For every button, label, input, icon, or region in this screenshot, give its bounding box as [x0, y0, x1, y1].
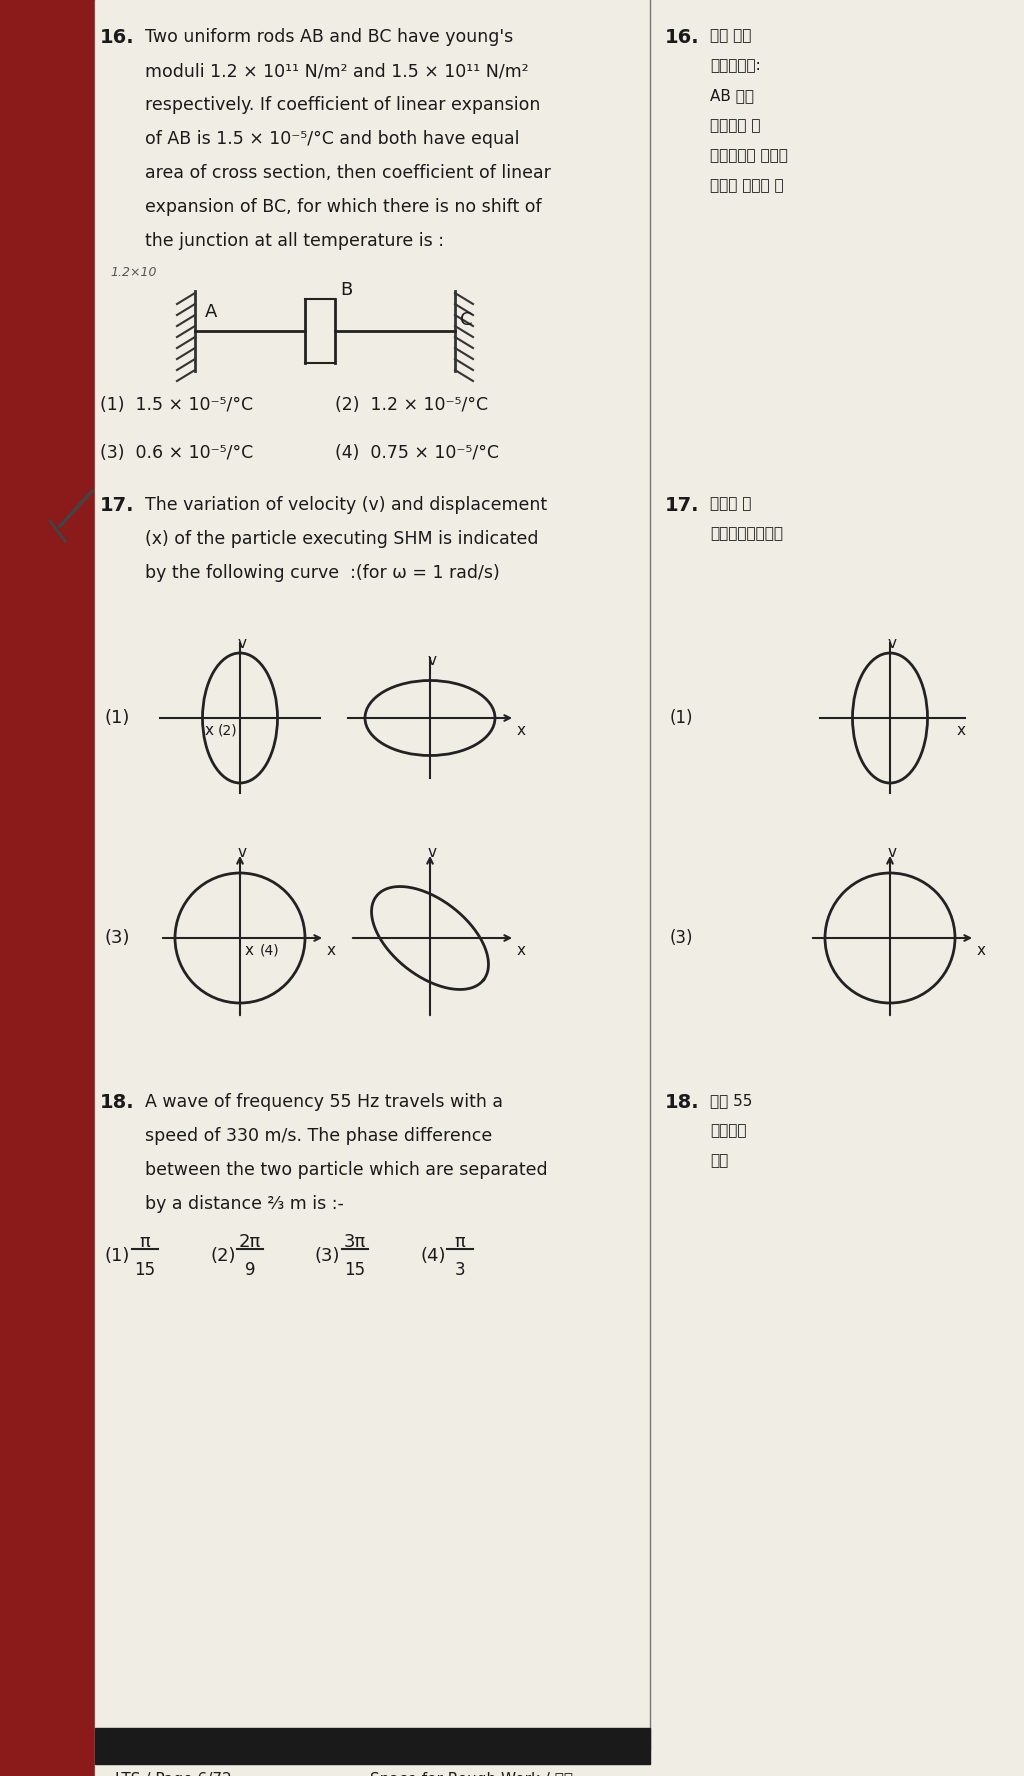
Text: (2)  1.2 × 10⁻⁵/°C: (2) 1.2 × 10⁻⁵/°C	[335, 396, 488, 414]
Text: MAJOR LEADER & ACHIEVER TEST SERIES / JOINT PACKAGE COURSE: MAJOR LEADER & ACHIEVER TEST SERIES / JO…	[115, 1735, 616, 1749]
Text: AB का: AB का	[710, 89, 754, 103]
Text: क्रमश:: क्रमश:	[710, 59, 761, 73]
Text: A: A	[205, 304, 217, 321]
Text: (3)  0.6 × 10⁻⁵/°C: (3) 0.6 × 10⁻⁵/°C	[100, 444, 253, 462]
Text: (x) of the particle executing SHM is indicated: (x) of the particle executing SHM is ind…	[145, 529, 539, 549]
Text: सरल अ: सरल अ	[710, 496, 752, 511]
Text: moduli 1.2 × 10¹¹ N/m² and 1.5 × 10¹¹ N/m²: moduli 1.2 × 10¹¹ N/m² and 1.5 × 10¹¹ N/…	[145, 62, 528, 80]
Text: गतिश: गतिश	[710, 1122, 746, 1138]
Text: x: x	[327, 943, 336, 957]
Text: x: x	[517, 723, 526, 739]
Text: of AB is 1.5 × 10⁻⁵/°C and both have equal: of AB is 1.5 × 10⁻⁵/°C and both have equ…	[145, 130, 519, 147]
Text: 3π: 3π	[344, 1233, 367, 1250]
Text: x: x	[977, 943, 986, 957]
Text: x: x	[957, 723, 966, 739]
Text: v: v	[888, 845, 896, 860]
Text: v: v	[427, 654, 436, 668]
Bar	[0, 0, 95, 1776]
Text: परिवर्तन: परिवर्तन	[710, 526, 783, 542]
Text: respectively. If coefficient of linear expansion: respectively. If coefficient of linear e…	[145, 96, 541, 114]
Text: between the two particle which are separated: between the two particle which are separ…	[145, 1162, 548, 1179]
Text: speed of 330 m/s. The phase difference: speed of 330 m/s. The phase difference	[145, 1128, 493, 1146]
Bar	[95, 1728, 650, 1764]
Text: में कोई न: में कोई न	[710, 178, 783, 194]
Text: रेखीय प्र: रेखीय प्र	[710, 147, 787, 163]
Text: 18.: 18.	[665, 1092, 699, 1112]
Text: LTS / Page 6/72: LTS / Page 6/72	[115, 1772, 231, 1776]
Text: दो एक: दो एक	[710, 28, 752, 43]
Text: 16.: 16.	[100, 28, 134, 46]
Text: (3): (3)	[670, 929, 693, 947]
Text: The variation of velocity (v) and displacement: The variation of velocity (v) and displa…	[145, 496, 547, 513]
Text: x: x	[517, 943, 526, 957]
Text: 1.2×10: 1.2×10	[110, 266, 157, 279]
Text: v: v	[427, 845, 436, 860]
Text: π: π	[455, 1233, 465, 1250]
Text: (1)  1.5 × 10⁻⁵/°C: (1) 1.5 × 10⁻⁵/°C	[100, 396, 253, 414]
Text: x: x	[205, 723, 214, 739]
Text: (4)  0.75 × 10⁻⁵/°C: (4) 0.75 × 10⁻⁵/°C	[335, 444, 499, 462]
Text: v: v	[888, 636, 896, 652]
Text: expansion of BC, for which there is no shift of: expansion of BC, for which there is no s…	[145, 197, 542, 217]
Text: by the following curve  :(for ω = 1 rad/s): by the following curve :(for ω = 1 rad/s…	[145, 565, 500, 583]
Text: छड़ों क: छड़ों क	[710, 117, 761, 133]
Text: (2): (2)	[210, 1247, 236, 1265]
Text: 15: 15	[344, 1261, 366, 1279]
Text: 17.: 17.	[665, 496, 699, 515]
Text: A wave of frequency 55 Hz travels with a: A wave of frequency 55 Hz travels with a	[145, 1092, 503, 1112]
Text: 17.: 17.	[100, 496, 134, 515]
Text: 3: 3	[455, 1261, 465, 1279]
Text: Two uniform rods AB and BC have young's: Two uniform rods AB and BC have young's	[145, 28, 513, 46]
Text: C: C	[460, 311, 472, 329]
Text: π: π	[139, 1233, 151, 1250]
Text: 15: 15	[134, 1261, 156, 1279]
Text: the junction at all temperature is :: the junction at all temperature is :	[145, 233, 444, 250]
Text: 18.: 18.	[100, 1092, 134, 1112]
Text: (4): (4)	[420, 1247, 445, 1265]
Text: v: v	[238, 636, 247, 652]
Text: area of cross section, then coefficient of linear: area of cross section, then coefficient …	[145, 163, 551, 181]
Text: 9: 9	[245, 1261, 255, 1279]
Text: (4): (4)	[260, 943, 280, 957]
Text: v: v	[238, 845, 247, 860]
Text: B: B	[340, 281, 352, 298]
Text: by a distance ⅔ m is :-: by a distance ⅔ m is :-	[145, 1195, 344, 1213]
Text: 2π: 2π	[239, 1233, 261, 1250]
Text: (2): (2)	[218, 723, 238, 737]
Text: 16.: 16.	[665, 28, 699, 46]
Text: (1): (1)	[105, 1247, 130, 1265]
Text: (1): (1)	[670, 709, 693, 726]
Text: (3): (3)	[105, 929, 130, 947]
Text: (1): (1)	[105, 709, 130, 726]
Text: x: x	[245, 943, 254, 957]
Text: कल: कल	[710, 1153, 728, 1169]
Text: एक 55: एक 55	[710, 1092, 753, 1108]
Text: Space for Rough Work / रफ: Space for Rough Work / रफ	[370, 1772, 573, 1776]
Text: (3): (3)	[315, 1247, 341, 1265]
